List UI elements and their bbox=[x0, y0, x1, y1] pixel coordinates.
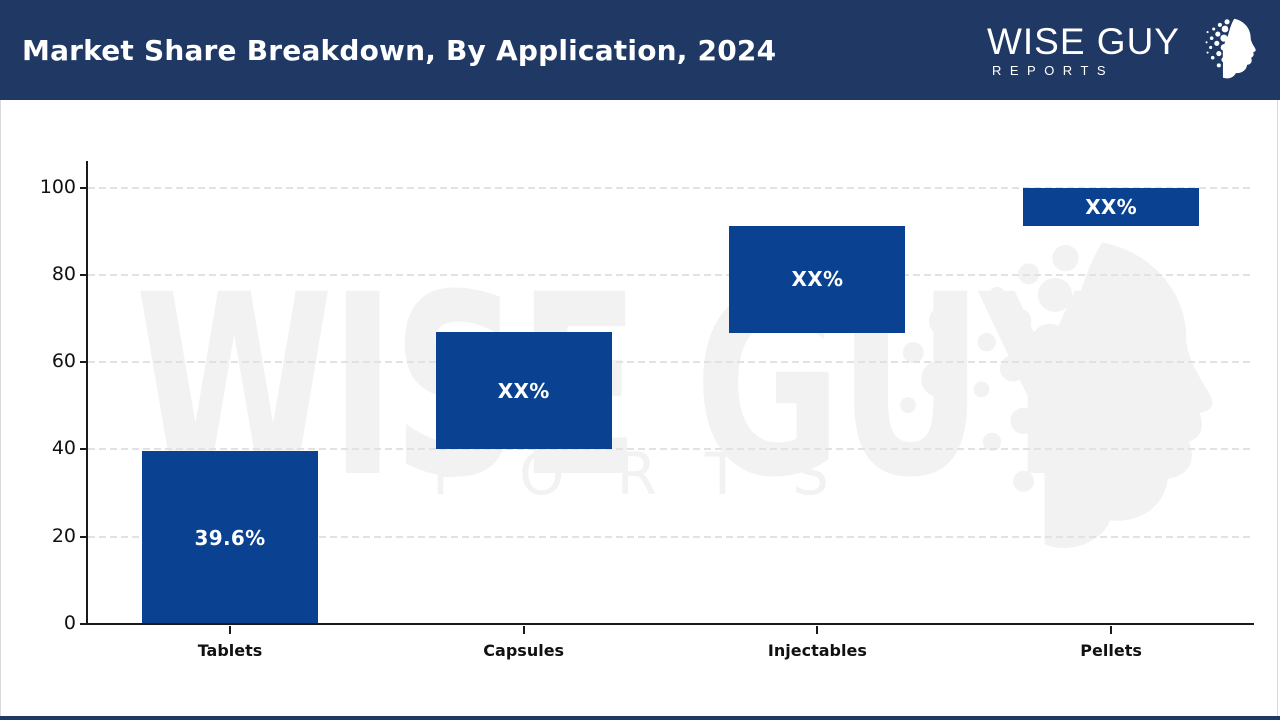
y-tick-mark-0 bbox=[80, 623, 88, 625]
logo-wordmark: WISE GUY bbox=[986, 21, 1180, 62]
y-tick-label-40: 40 bbox=[51, 437, 76, 460]
y-tick-label-20: 20 bbox=[51, 524, 76, 547]
y-tick-mark-100 bbox=[80, 186, 88, 189]
gridline-20 bbox=[88, 535, 1253, 538]
x-tick-mark-injectables bbox=[816, 626, 819, 634]
x-axis-line bbox=[86, 623, 1254, 625]
bar-pellets: XX% bbox=[1023, 187, 1200, 226]
header: Market Share Breakdown, By Application, … bbox=[0, 0, 1280, 100]
y-tick-label-60: 60 bbox=[51, 350, 76, 373]
footer-bar bbox=[0, 716, 1280, 720]
bar-tablets: 39.6% bbox=[142, 451, 318, 624]
logo-text: WISE GUY REPORTS bbox=[987, 23, 1180, 77]
right-border bbox=[1277, 100, 1278, 716]
x-tick-mark-capsules bbox=[522, 626, 525, 634]
bar-value-label-tablets: 39.6% bbox=[194, 525, 266, 550]
watermark-subtitle: PORTS bbox=[432, 440, 881, 508]
y-tick-label-100: 100 bbox=[39, 175, 76, 198]
chart-title: Market Share Breakdown, By Application, … bbox=[22, 33, 777, 67]
x-axis-label-pellets: Pellets bbox=[1080, 641, 1142, 660]
brand-logo: WISE GUY REPORTS bbox=[987, 4, 1266, 96]
y-tick-label-80: 80 bbox=[51, 262, 76, 285]
logo-head-icon bbox=[1205, 18, 1256, 79]
x-axis-label-injectables: Injectables bbox=[767, 641, 867, 660]
gridline-60 bbox=[88, 361, 1253, 364]
watermark-head-icon bbox=[864, 242, 1213, 548]
y-tick-mark-20 bbox=[80, 535, 88, 538]
x-axis-label-capsules: Capsules bbox=[483, 641, 565, 660]
bar-value-label-injectables: XX% bbox=[791, 267, 844, 292]
y-tick-mark-80 bbox=[80, 273, 88, 276]
gridline-100 bbox=[88, 186, 1253, 189]
y-axis-line bbox=[86, 161, 88, 624]
x-tick-mark-pellets bbox=[1110, 626, 1113, 634]
left-border bbox=[0, 100, 1, 716]
y-tick-mark-60 bbox=[80, 361, 88, 364]
x-tick-mark-tablets bbox=[229, 626, 231, 634]
logo-subtitle: REPORTS bbox=[991, 63, 1115, 78]
bar-value-label-pellets: XX% bbox=[1085, 194, 1137, 219]
gridline-80 bbox=[88, 273, 1253, 276]
gridline-40 bbox=[88, 448, 1253, 451]
y-tick-label-0: 0 bbox=[63, 612, 76, 634]
bar-capsules: XX% bbox=[435, 332, 612, 450]
bar-injectables: XX% bbox=[729, 225, 906, 333]
x-axis-label-tablets: Tablets bbox=[197, 641, 263, 660]
y-tick-mark-40 bbox=[80, 448, 88, 451]
chart-area: WISE GUY PORTS 39.6% XX% XX% XX% 0 20 40 60 80 1… bbox=[0, 100, 1280, 716]
bar-value-label-capsules: XX% bbox=[497, 378, 550, 403]
